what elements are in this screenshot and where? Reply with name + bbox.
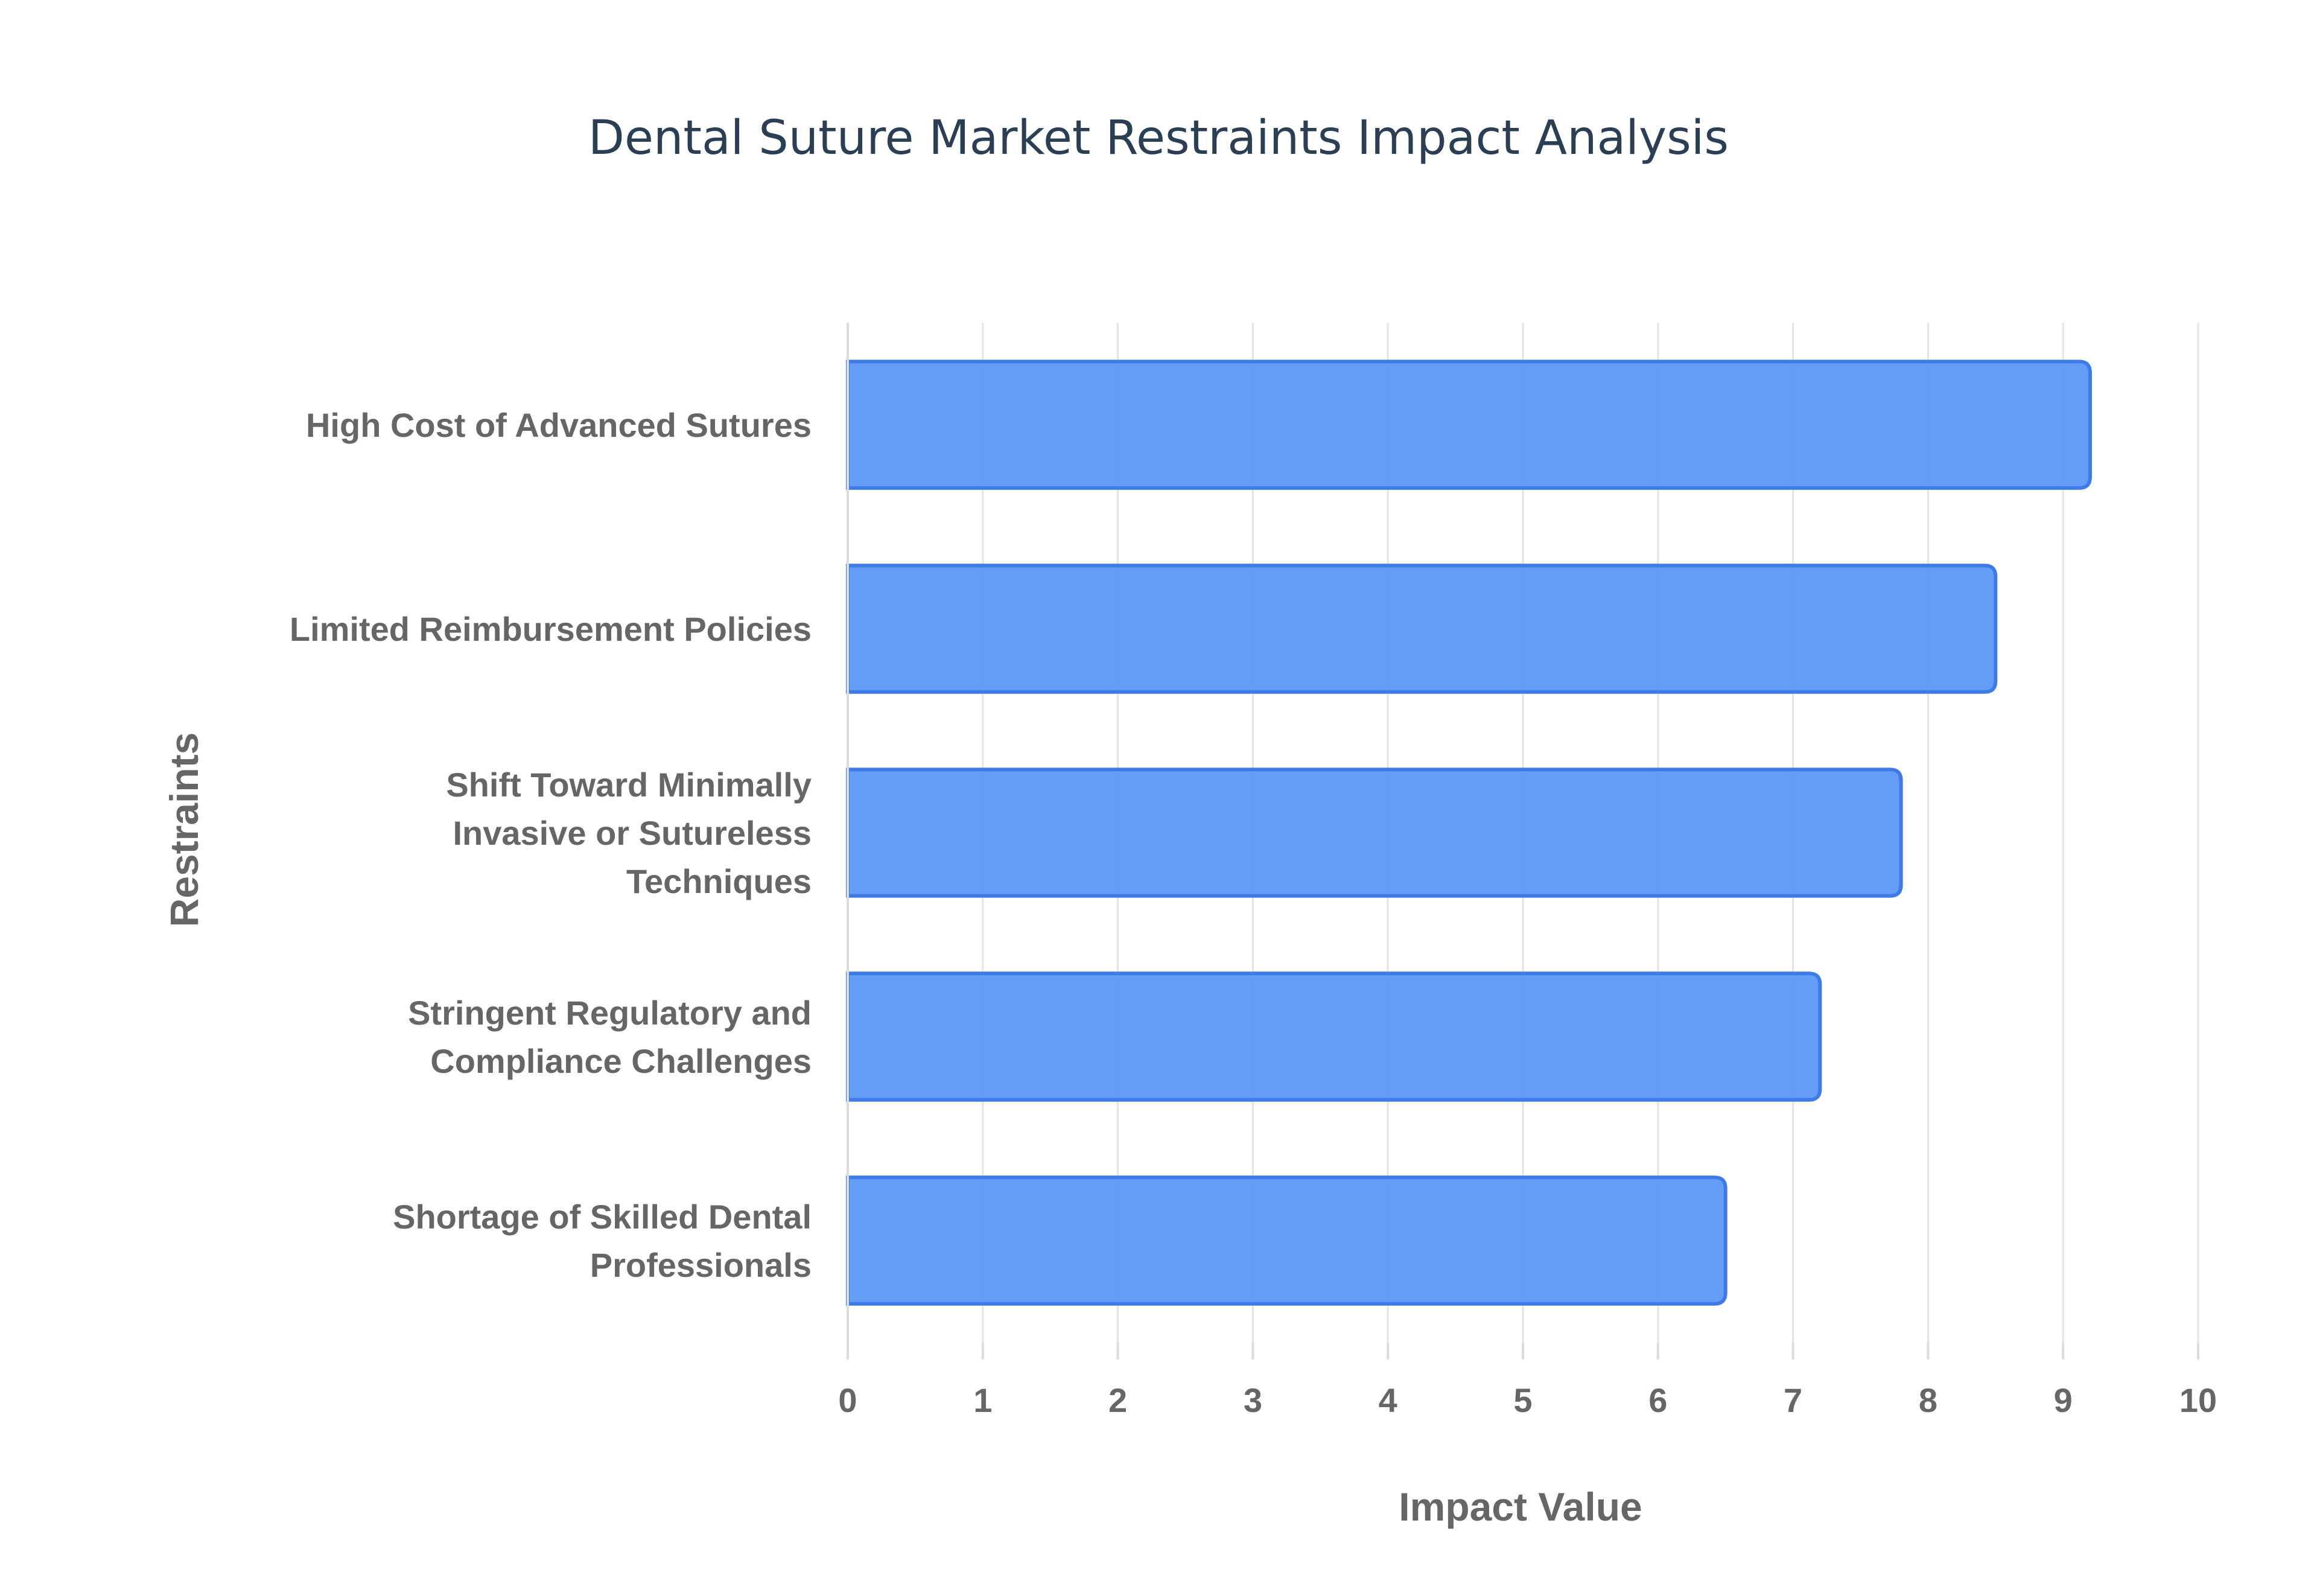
category-label-line: Professionals [590,1246,812,1284]
x-tick-label: 2 [1108,1381,1127,1419]
y-category-label: Shift Toward Minimally Invasive or Suture… [446,766,812,900]
x-tick-label: 10 [2179,1381,2217,1419]
x-tick-label: 5 [1513,1381,1532,1419]
x-tick-label: 4 [1379,1381,1397,1419]
y-category-label: Limited Reimbursement Policies [290,610,812,648]
x-tick-label: 3 [1244,1381,1262,1419]
category-label-line: Limited Reimbursement Policies [290,610,812,648]
y-axis-title: Restraints [162,733,206,927]
x-tick-label: 8 [1919,1381,1937,1419]
y-category-label: High Cost of Advanced Sutures [306,406,812,444]
y-category-label: Stringent Regulatory and Compliance Chall… [408,994,812,1080]
category-label-line: Shift Toward Minimally [446,766,812,804]
bars [846,360,2092,1306]
bar [846,564,1998,694]
category-label-line: High Cost of Advanced Sutures [306,406,812,444]
x-tick-label: 0 [838,1381,857,1419]
bar [846,768,1903,898]
x-axis-title: Impact Value [1399,1484,1642,1529]
y-category-label: Shortage of Skilled Dental Professionals [393,1198,812,1284]
category-label-line: Shortage of Skilled Dental [393,1198,812,1236]
x-tick-label: 1 [973,1381,992,1419]
bar [846,971,1822,1102]
axes [847,323,2199,1359]
labels: 0 1 2 3 4 5 6 7 8 9 10 High Cost of Advanced Suture… [290,406,2217,1419]
category-label-line: Stringent Regulatory and [408,994,812,1032]
chart-title: Dental Suture Market Restraints Impact A… [588,111,1729,165]
bar [846,1175,1727,1306]
category-label-line: Compliance Challenges [430,1042,812,1080]
x-tick-label: 9 [2054,1381,2073,1419]
x-tick-label: 7 [1784,1381,1802,1419]
category-label-line: Invasive or Sutureless [453,814,812,852]
bar [846,360,2092,490]
x-tick-label: 6 [1648,1381,1667,1419]
category-label-line: Techniques [626,862,812,900]
